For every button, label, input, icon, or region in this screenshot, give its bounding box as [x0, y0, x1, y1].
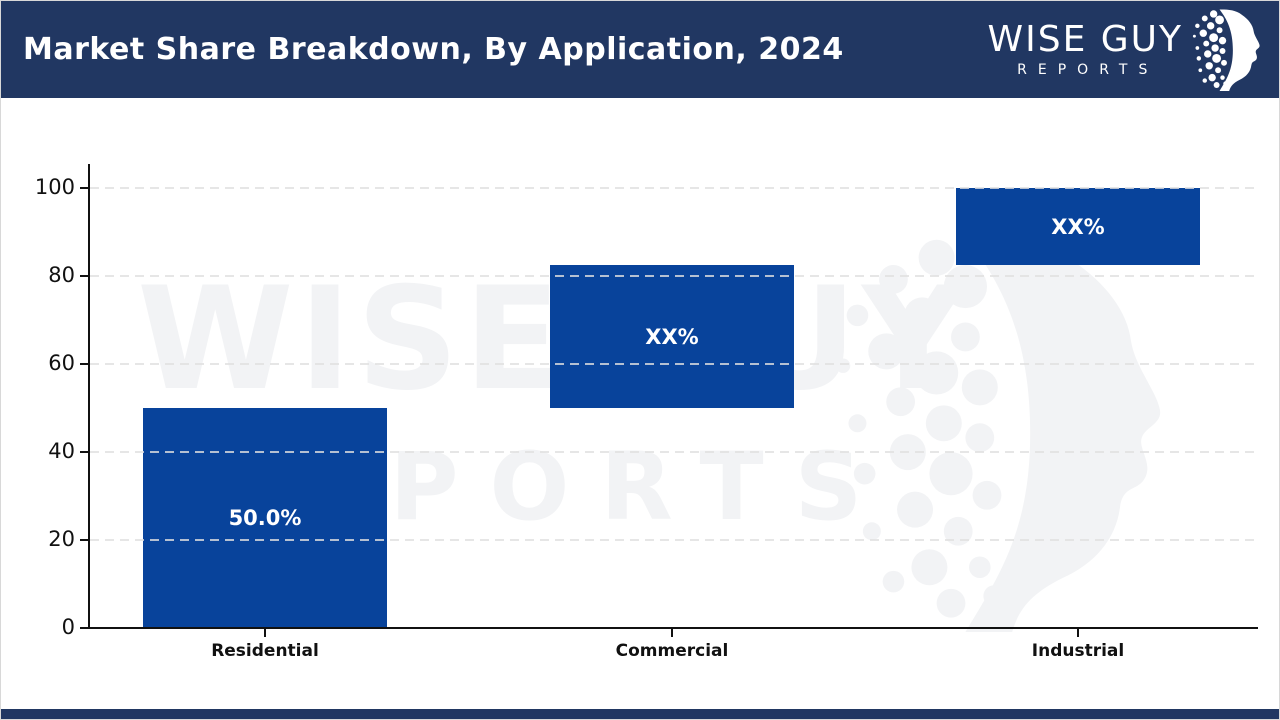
bar-value-label: XX%: [645, 324, 699, 349]
gridline-y100: [90, 187, 1254, 189]
x-tick-mark: [1077, 629, 1079, 637]
logo-wordmark: WISE GUY REPORTS: [987, 19, 1184, 78]
y-tick-mark: [80, 275, 88, 277]
y-tick-label: 80: [48, 263, 75, 287]
y-tick-mark: [80, 539, 88, 541]
footer-bar: [1, 709, 1279, 719]
logo-wordmark-line1: WISE GUY: [987, 19, 1183, 60]
x-axis-spine: [88, 627, 1258, 629]
bar-value-label: XX%: [1051, 214, 1105, 239]
gridline-y80: [90, 275, 1254, 277]
x-category-label: Residential: [211, 641, 319, 661]
x-tick-mark: [671, 629, 673, 637]
wise-guy-reports-logo: WISE GUY REPORTS: [988, 8, 1262, 91]
logo-wordmark-line2: REPORTS: [1017, 62, 1159, 78]
bar-value-label: 50.0%: [228, 506, 302, 530]
y-tick-mark: [80, 627, 88, 629]
bar-industrial: XX%: [956, 188, 1200, 265]
bar-commercial: XX%: [550, 265, 794, 408]
logo-head-icon: [1187, 8, 1261, 91]
header-bar: Market Share Breakdown, By Application, …: [1, 1, 1279, 98]
gridline-y40: [90, 451, 1254, 453]
y-tick-mark: [80, 187, 88, 189]
y-tick-label: 40: [48, 439, 75, 463]
y-tick-mark: [80, 451, 88, 453]
y-tick-label: 20: [48, 527, 75, 551]
y-tick-mark: [80, 363, 88, 365]
gridline-y60: [90, 363, 1254, 365]
x-tick-mark: [264, 629, 266, 637]
y-axis-spine: [88, 164, 90, 629]
bar-residential: 50.0%: [143, 408, 387, 628]
x-category-label: Industrial: [1031, 641, 1125, 661]
gridline-y20: [90, 539, 1254, 541]
y-tick-label: 60: [48, 351, 75, 375]
x-category-label: Commercial: [615, 641, 729, 661]
y-tick-label: 100: [34, 175, 75, 199]
chart-title: Market Share Breakdown, By Application, …: [23, 32, 844, 67]
y-tick-label: 0: [61, 615, 75, 639]
watermark-head-icon: [807, 229, 1167, 632]
